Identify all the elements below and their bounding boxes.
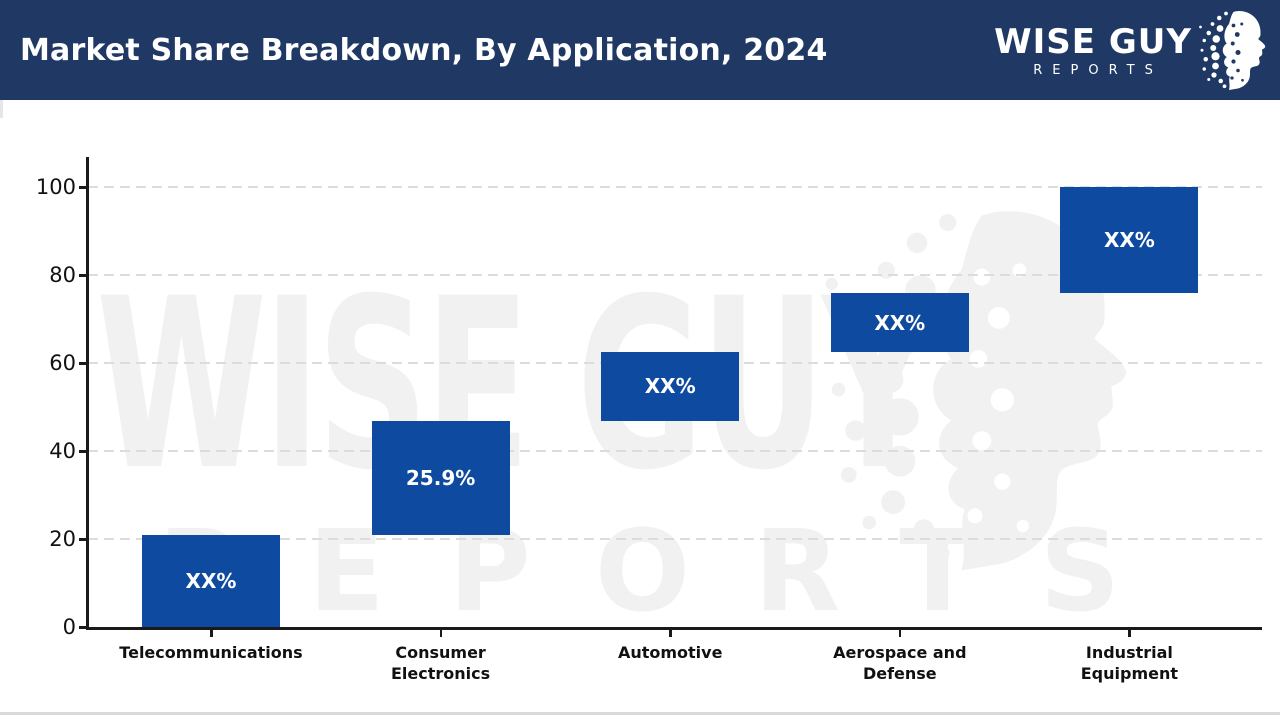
y-axis-line	[86, 157, 89, 629]
gridline-100	[88, 186, 1262, 188]
gridline-80	[88, 274, 1262, 276]
header-bar: Market Share Breakdown, By Application, …	[0, 0, 1280, 100]
y-tick-label-80: 80	[49, 263, 76, 287]
category-label-3: Automotive	[617, 643, 723, 662]
x-tick-3	[669, 629, 672, 637]
watermark-reports-text: REPORTS	[158, 507, 1185, 637]
logo-head-icon	[1194, 9, 1270, 93]
bar-value-label-4: XX%	[874, 310, 926, 335]
y-tick-60	[79, 362, 88, 365]
y-tick-40	[79, 450, 88, 453]
logo-reports-label: REPORTS	[1033, 63, 1163, 78]
bar-segment-5	[1060, 187, 1199, 294]
gridline-40	[88, 450, 1262, 452]
bar-segment-1	[142, 534, 280, 627]
y-tick-label-60: 60	[49, 351, 76, 375]
x-tick-1	[210, 629, 213, 637]
bar-value-label-3: XX%	[644, 374, 696, 399]
bar-segment-2	[371, 420, 510, 535]
bar-value-label-5: XX%	[1103, 228, 1155, 253]
category-label-5: Industrial Equipment	[1080, 643, 1179, 683]
y-tick-label-40: 40	[49, 439, 76, 463]
bar-segment-3	[601, 352, 740, 421]
gridline-20	[88, 538, 1262, 540]
y-tick-80	[79, 274, 88, 277]
x-tick-5	[1128, 629, 1131, 637]
y-tick-label-0: 0	[62, 615, 76, 639]
y-tick-20	[79, 538, 88, 541]
logo-text: WISE GUY REPORTS	[994, 24, 1192, 78]
watermark-wiseguy-text: WISE GUY	[96, 249, 934, 522]
logo-wiseguy-label: WISE GUY	[994, 22, 1192, 62]
wise-guy-reports-logo: WISE GUY REPORTS	[994, 8, 1270, 94]
x-tick-2	[439, 629, 443, 637]
bar-value-label-2: 25.9%	[405, 465, 476, 490]
y-tick-0	[79, 626, 88, 629]
left-edge-divider	[0, 100, 3, 118]
category-label-2: Consumer Electronics	[391, 643, 491, 683]
y-tick-label-100: 100	[35, 175, 76, 199]
x-tick-4	[898, 629, 902, 637]
category-label-1: Telecommunications	[119, 643, 303, 662]
y-tick-label-20: 20	[49, 527, 76, 551]
bar-segment-4	[830, 293, 969, 352]
category-label-4: Aerospace and Defense	[833, 643, 967, 683]
bottom-divider	[0, 712, 1280, 715]
x-axis-line	[86, 627, 1262, 630]
page-title: Market Share Breakdown, By Application, …	[20, 32, 828, 68]
bar-value-label-1: XX%	[185, 568, 237, 593]
y-tick-100	[79, 186, 88, 189]
